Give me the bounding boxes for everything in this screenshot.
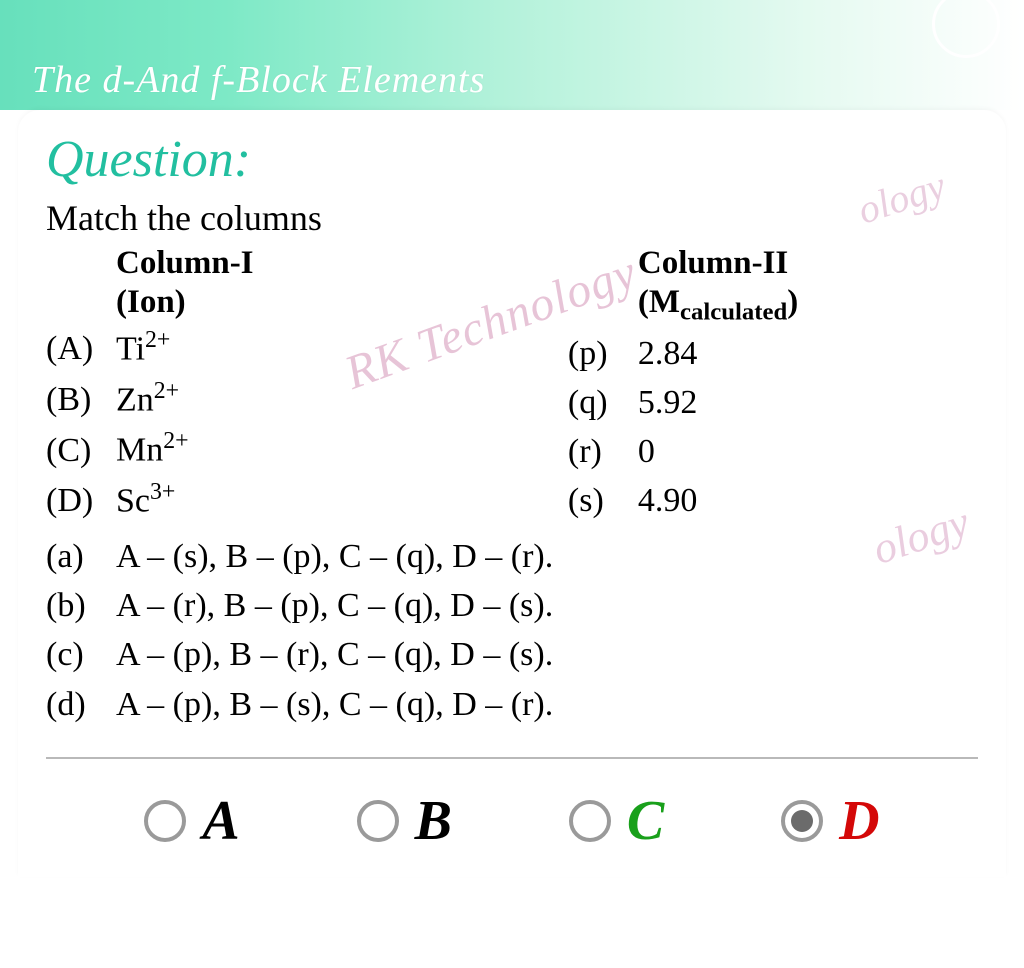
item-tag: (C) xyxy=(46,426,116,475)
radio-icon[interactable] xyxy=(781,800,823,842)
item-value: Sc3+ xyxy=(116,475,175,526)
column-2-item: (q) 5.92 xyxy=(568,378,978,427)
item-value: Mn2+ xyxy=(116,424,189,475)
choice-d[interactable]: D xyxy=(781,789,879,853)
column-2: Column-II (Mcalculated) (p) 2.84 (q) 5.9… xyxy=(568,245,978,526)
corner-circle-icon xyxy=(932,0,1000,58)
column-2-header: Column-II xyxy=(568,245,978,282)
item-value: 4.90 xyxy=(638,476,698,525)
choice-label: A xyxy=(202,789,239,853)
option-row: (c) A – (p), B – (r), C – (q), D – (s). xyxy=(46,630,978,679)
question-heading: Question: xyxy=(46,130,978,189)
option-text: A – (p), B – (r), C – (q), D – (s). xyxy=(116,630,553,679)
option-text: A – (r), B – (p), C – (q), D – (s). xyxy=(116,581,553,630)
item-value: 5.92 xyxy=(638,378,698,427)
column-1-item: (D) Sc3+ xyxy=(46,475,568,526)
choice-label: D xyxy=(839,789,879,853)
column-1-item: (A) Ti2+ xyxy=(46,323,568,374)
item-tag: (A) xyxy=(46,324,116,373)
divider xyxy=(46,757,978,759)
item-tag: (r) xyxy=(568,427,638,476)
choice-b[interactable]: B xyxy=(357,789,452,853)
radio-icon[interactable] xyxy=(569,800,611,842)
page: The d-And f-Block Elements ology RK Tech… xyxy=(0,0,1024,968)
question-card: ology RK Technology ology Question: Matc… xyxy=(18,110,1006,877)
option-text: A – (s), B – (p), C – (q), D – (r). xyxy=(116,532,553,581)
item-tag: (B) xyxy=(46,375,116,424)
column-2-item: (p) 2.84 xyxy=(568,329,978,378)
question-prompt: Match the columns xyxy=(46,197,978,239)
column-1-item: (C) Mn2+ xyxy=(46,424,568,475)
option-tag: (a) xyxy=(46,532,116,581)
choice-a[interactable]: A xyxy=(144,789,239,853)
item-tag: (p) xyxy=(568,329,638,378)
item-tag: (s) xyxy=(568,476,638,525)
item-tag: (q) xyxy=(568,378,638,427)
column-1-header: Column-I xyxy=(46,245,568,282)
answer-options: (a) A – (s), B – (p), C – (q), D – (r). … xyxy=(46,532,978,729)
item-value: Zn2+ xyxy=(116,374,179,425)
radio-icon[interactable] xyxy=(144,800,186,842)
item-tag: (D) xyxy=(46,476,116,525)
column-2-subheader: (Mcalculated) xyxy=(568,284,978,327)
option-row: (b) A – (r), B – (p), C – (q), D – (s). xyxy=(46,581,978,630)
column-1: Column-I (Ion) (A) Ti2+ (B) Zn2+ (C) Mn2… xyxy=(46,245,568,526)
match-columns: Column-I (Ion) (A) Ti2+ (B) Zn2+ (C) Mn2… xyxy=(46,245,978,526)
option-tag: (b) xyxy=(46,581,116,630)
option-tag: (d) xyxy=(46,680,116,729)
choice-c[interactable]: C xyxy=(569,789,664,853)
header-banner: The d-And f-Block Elements xyxy=(0,0,1024,110)
chapter-title: The d-And f-Block Elements xyxy=(32,58,485,102)
choice-label: C xyxy=(627,789,664,853)
radio-icon[interactable] xyxy=(357,800,399,842)
column-1-item: (B) Zn2+ xyxy=(46,374,568,425)
item-value: Ti2+ xyxy=(116,323,170,374)
column-2-item: (s) 4.90 xyxy=(568,476,978,525)
answer-choice-row: A B C D xyxy=(46,789,978,853)
option-row: (d) A – (p), B – (s), C – (q), D – (r). xyxy=(46,680,978,729)
column-2-item: (r) 0 xyxy=(568,427,978,476)
column-1-subheader: (Ion) xyxy=(46,284,568,321)
item-value: 0 xyxy=(638,427,655,476)
choice-label: B xyxy=(415,789,452,853)
item-value: 2.84 xyxy=(638,329,698,378)
option-row: (a) A – (s), B – (p), C – (q), D – (r). xyxy=(46,532,978,581)
option-text: A – (p), B – (s), C – (q), D – (r). xyxy=(116,680,553,729)
option-tag: (c) xyxy=(46,630,116,679)
